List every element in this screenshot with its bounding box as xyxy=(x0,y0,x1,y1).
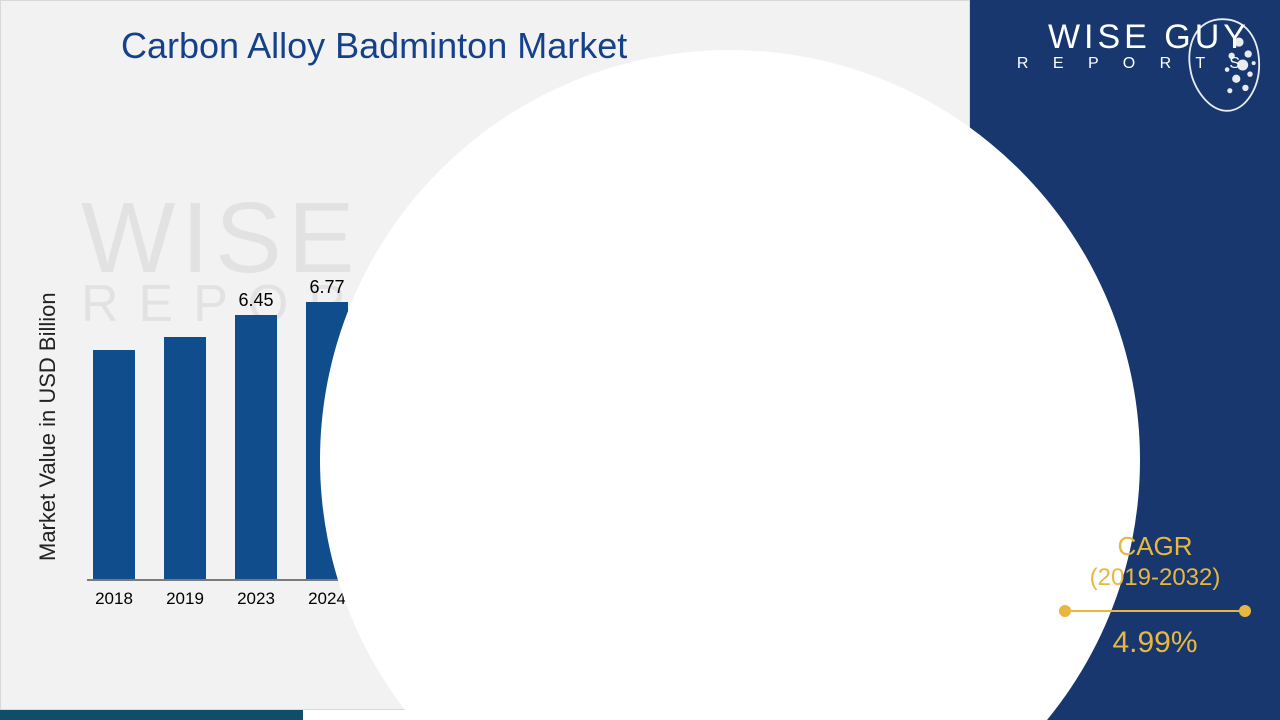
x-tick-label: 2024 xyxy=(308,589,346,609)
chart-title: Carbon Alloy Badminton Market xyxy=(121,25,627,67)
bar xyxy=(235,315,277,579)
bar-value-label: 6.45 xyxy=(226,290,286,311)
x-tick-label: 2023 xyxy=(237,589,275,609)
y-axis-label: Market Value in USD Billion xyxy=(35,292,61,561)
bar-value-label: 6.77 xyxy=(297,277,357,298)
brand-block: WISE GUY R E P O R T S xyxy=(990,18,1250,73)
cagr-divider xyxy=(1065,610,1245,612)
brand-sub: R E P O R T S xyxy=(990,55,1250,73)
cagr-title: CAGR xyxy=(1030,531,1280,562)
cagr-years: (2019-2032) xyxy=(1030,564,1280,592)
brand-main: WISE GUY xyxy=(990,18,1250,57)
cagr-box: CAGR (2019-2032) 4.99% xyxy=(1030,531,1280,660)
bar xyxy=(93,350,135,579)
frame: WISE GUY REPORTS Carbon Alloy Badminton … xyxy=(0,0,1280,720)
side-panel: WISE GUY R E P O R T S CAGR (2019-2032) … xyxy=(970,0,1280,720)
bar xyxy=(164,337,206,579)
x-tick-label: 2019 xyxy=(166,589,204,609)
bottom-strip xyxy=(0,710,303,720)
x-tick-label: 2018 xyxy=(95,589,133,609)
cagr-value: 4.99% xyxy=(1030,626,1280,660)
